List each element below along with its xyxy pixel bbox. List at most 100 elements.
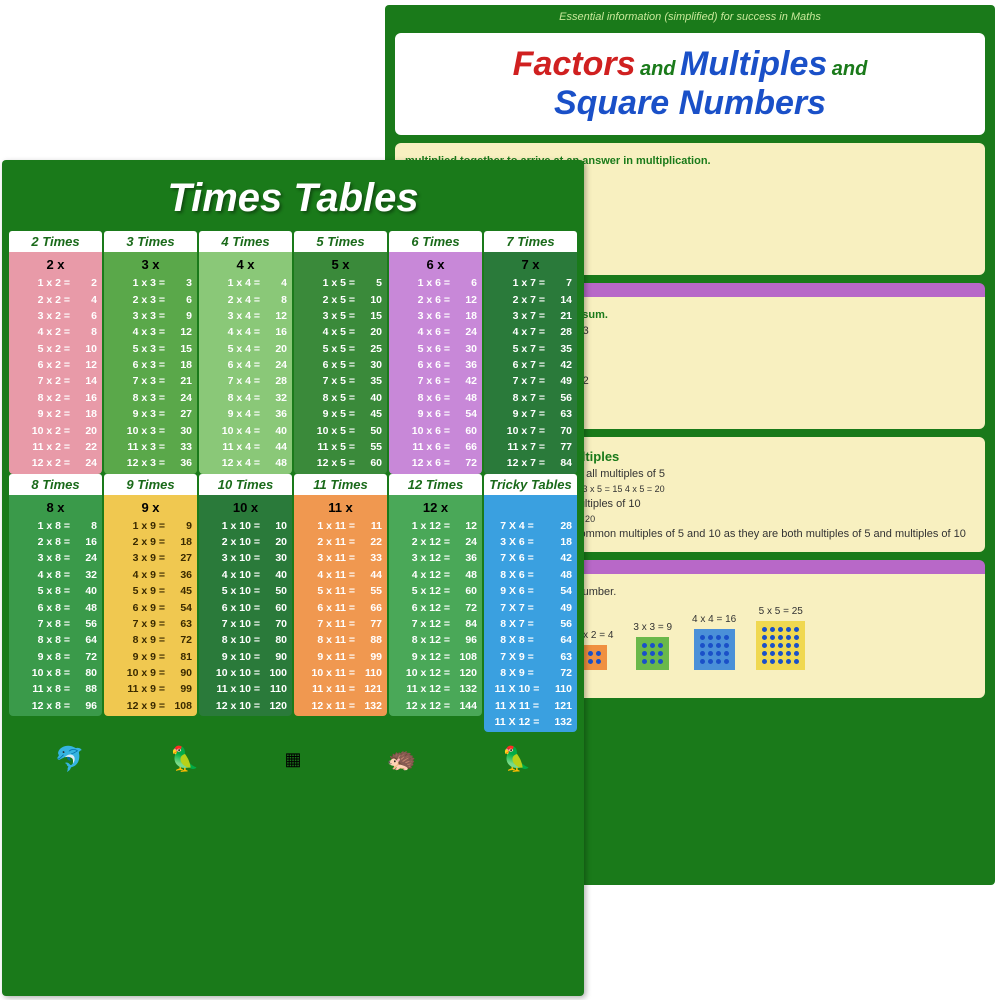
table-row: 8 x 5 =40 xyxy=(297,390,384,406)
table-row: 2 x 2 =4 xyxy=(12,291,99,307)
table-row: 5 x 5 =25 xyxy=(297,341,384,357)
table-row: 7 x 12 =84 xyxy=(392,616,479,632)
column-header: 11 Times xyxy=(294,474,387,495)
table-row: 7 x 3 =21 xyxy=(107,373,194,389)
table-row: 1 x 11 =11 xyxy=(297,518,384,534)
table-row: 8 X 7 =56 xyxy=(487,616,574,632)
table-row: 1 x 6 =6 xyxy=(392,275,479,291)
table-row: 4 x 4 =16 xyxy=(202,324,289,340)
column-3-times: 3 Times3 x1 x 3 =32 x 3 =63 x 3 =94 x 3 … xyxy=(103,231,198,474)
table-row: 7 x 11 =77 xyxy=(297,616,384,632)
table-row: 9 X 6 =54 xyxy=(487,583,574,599)
table-row: 11 x 10 =110 xyxy=(202,681,289,697)
table-row: 7 x 7 =49 xyxy=(487,373,574,389)
table-row: 3 x 10 =30 xyxy=(202,550,289,566)
column-6-times: 6 Times6 x1 x 6 =62 x 6 =123 x 6 =184 x … xyxy=(388,231,483,474)
table-row: 8 x 12 =96 xyxy=(392,632,479,648)
column-2-times: 2 Times2 x1 x 2 =22 x 2 =43 x 2 =64 x 2 … xyxy=(8,231,103,474)
table-row: 6 x 8 =48 xyxy=(12,599,99,615)
table-row: 2 x 11 =22 xyxy=(297,534,384,550)
table-row: 5 x 7 =35 xyxy=(487,341,574,357)
table-row: 11 x 9 =99 xyxy=(107,681,194,697)
table-row: 4 x 11 =44 xyxy=(297,567,384,583)
table-row: 5 x 11 =55 xyxy=(297,583,384,599)
table-row: 9 x 2 =18 xyxy=(12,406,99,422)
column-header: 7 Times xyxy=(484,231,577,252)
table-row: 9 x 10 =90 xyxy=(202,649,289,665)
table-row: 9 x 6 =54 xyxy=(392,406,479,422)
table-row: 12 x 11 =132 xyxy=(297,698,384,714)
table-row: 12 x 6 =72 xyxy=(392,455,479,471)
table-row: 11 x 11 =121 xyxy=(297,681,384,697)
column-header: 12 Times xyxy=(389,474,482,495)
table-row: 12 x 4 =48 xyxy=(202,455,289,471)
table-row: 11 X 10 =110 xyxy=(487,681,574,697)
table-row: 10 x 12 =120 xyxy=(392,665,479,681)
qr-icon: ▦ xyxy=(284,749,301,770)
table-row: 3 x 5 =15 xyxy=(297,308,384,324)
table-row: 2 x 4 =8 xyxy=(202,291,289,307)
front-title: Times Tables xyxy=(2,160,584,231)
table-row: 12 x 8 =96 xyxy=(12,698,99,714)
table-row: 7 x 5 =35 xyxy=(297,373,384,389)
table-row: 11 x 12 =132 xyxy=(392,681,479,697)
table-row: 2 x 10 =20 xyxy=(202,534,289,550)
table-row: 10 x 6 =60 xyxy=(392,422,479,438)
table-row: 3 x 6 =18 xyxy=(392,308,479,324)
table-row: 8 x 3 =24 xyxy=(107,390,194,406)
table-row: 3 x 3 =9 xyxy=(107,308,194,324)
tables-grid: 2 Times2 x1 x 2 =22 x 2 =43 x 2 =64 x 2 … xyxy=(2,231,584,732)
table-row: 3 x 9 =27 xyxy=(107,550,194,566)
table-row: 9 x 12 =108 xyxy=(392,649,479,665)
table-row: 3 x 11 =33 xyxy=(297,550,384,566)
table-row: 11 x 4 =44 xyxy=(202,439,289,455)
table-row: 9 x 4 =36 xyxy=(202,406,289,422)
table-row: 10 x 3 =30 xyxy=(107,422,194,438)
table-row: 12 x 7 =84 xyxy=(487,455,574,471)
table-row: 11 X 11 =121 xyxy=(487,698,574,714)
table-row: 8 x 8 =64 xyxy=(12,632,99,648)
table-row: 9 x 3 =27 xyxy=(107,406,194,422)
table-row: 4 x 6 =24 xyxy=(392,324,479,340)
column-8-times: 8 Times8 x1 x 8 =82 x 8 =163 x 8 =244 x … xyxy=(8,474,103,733)
table-row: 2 x 9 =18 xyxy=(107,534,194,550)
table-row: 1 x 5 =5 xyxy=(297,275,384,291)
table-row: 9 x 7 =63 xyxy=(487,406,574,422)
table-row: 5 x 4 =20 xyxy=(202,341,289,357)
table-row: 1 x 9 =9 xyxy=(107,518,194,534)
table-row: 10 x 11 =110 xyxy=(297,665,384,681)
table-row: 10 x 10 =100 xyxy=(202,665,289,681)
table-row: 11 x 2 =22 xyxy=(12,439,99,455)
table-row: 3 x 2 =6 xyxy=(12,308,99,324)
column-header: 8 Times xyxy=(9,474,102,495)
table-row: 7 x 4 =28 xyxy=(202,373,289,389)
table-row: 6 x 4 =24 xyxy=(202,357,289,373)
column-11-times: 11 Times11 x1 x 11 =112 x 11 =223 x 11 =… xyxy=(293,474,388,733)
column-header: 2 Times xyxy=(9,231,102,252)
table-row: 10 x 9 =90 xyxy=(107,665,194,681)
table-row: 12 x 2 =24 xyxy=(12,455,99,471)
table-row: 1 x 8 =8 xyxy=(12,518,99,534)
table-row: 1 x 10 =10 xyxy=(202,518,289,534)
column-header: 4 Times xyxy=(199,231,292,252)
table-row: 4 x 9 =36 xyxy=(107,567,194,583)
table-row: 2 x 5 =10 xyxy=(297,291,384,307)
table-row: 2 x 3 =6 xyxy=(107,291,194,307)
dolphin-icon: 🐬 xyxy=(55,745,85,774)
table-row: 4 x 7 =28 xyxy=(487,324,574,340)
table-row: 7 X 4 =28 xyxy=(487,518,574,534)
table-row: 8 x 9 =72 xyxy=(107,632,194,648)
table-row: 5 x 10 =50 xyxy=(202,583,289,599)
table-row: 10 x 4 =40 xyxy=(202,422,289,438)
table-row: 8 x 11 =88 xyxy=(297,632,384,648)
table-row: 6 x 6 =36 xyxy=(392,357,479,373)
column-tricky-tables: Tricky Tables 7 X 4 =283 X 6 =187 X 6 =4… xyxy=(483,474,578,733)
table-row: 3 x 7 =21 xyxy=(487,308,574,324)
table-row: 1 x 7 =7 xyxy=(487,275,574,291)
column-9-times: 9 Times9 x1 x 9 =92 x 9 =183 x 9 =274 x … xyxy=(103,474,198,733)
table-row: 10 x 8 =80 xyxy=(12,665,99,681)
table-row: 9 x 11 =99 xyxy=(297,649,384,665)
table-row: 6 x 11 =66 xyxy=(297,599,384,615)
column-header: 3 Times xyxy=(104,231,197,252)
table-row: 7 X 7 =49 xyxy=(487,599,574,615)
